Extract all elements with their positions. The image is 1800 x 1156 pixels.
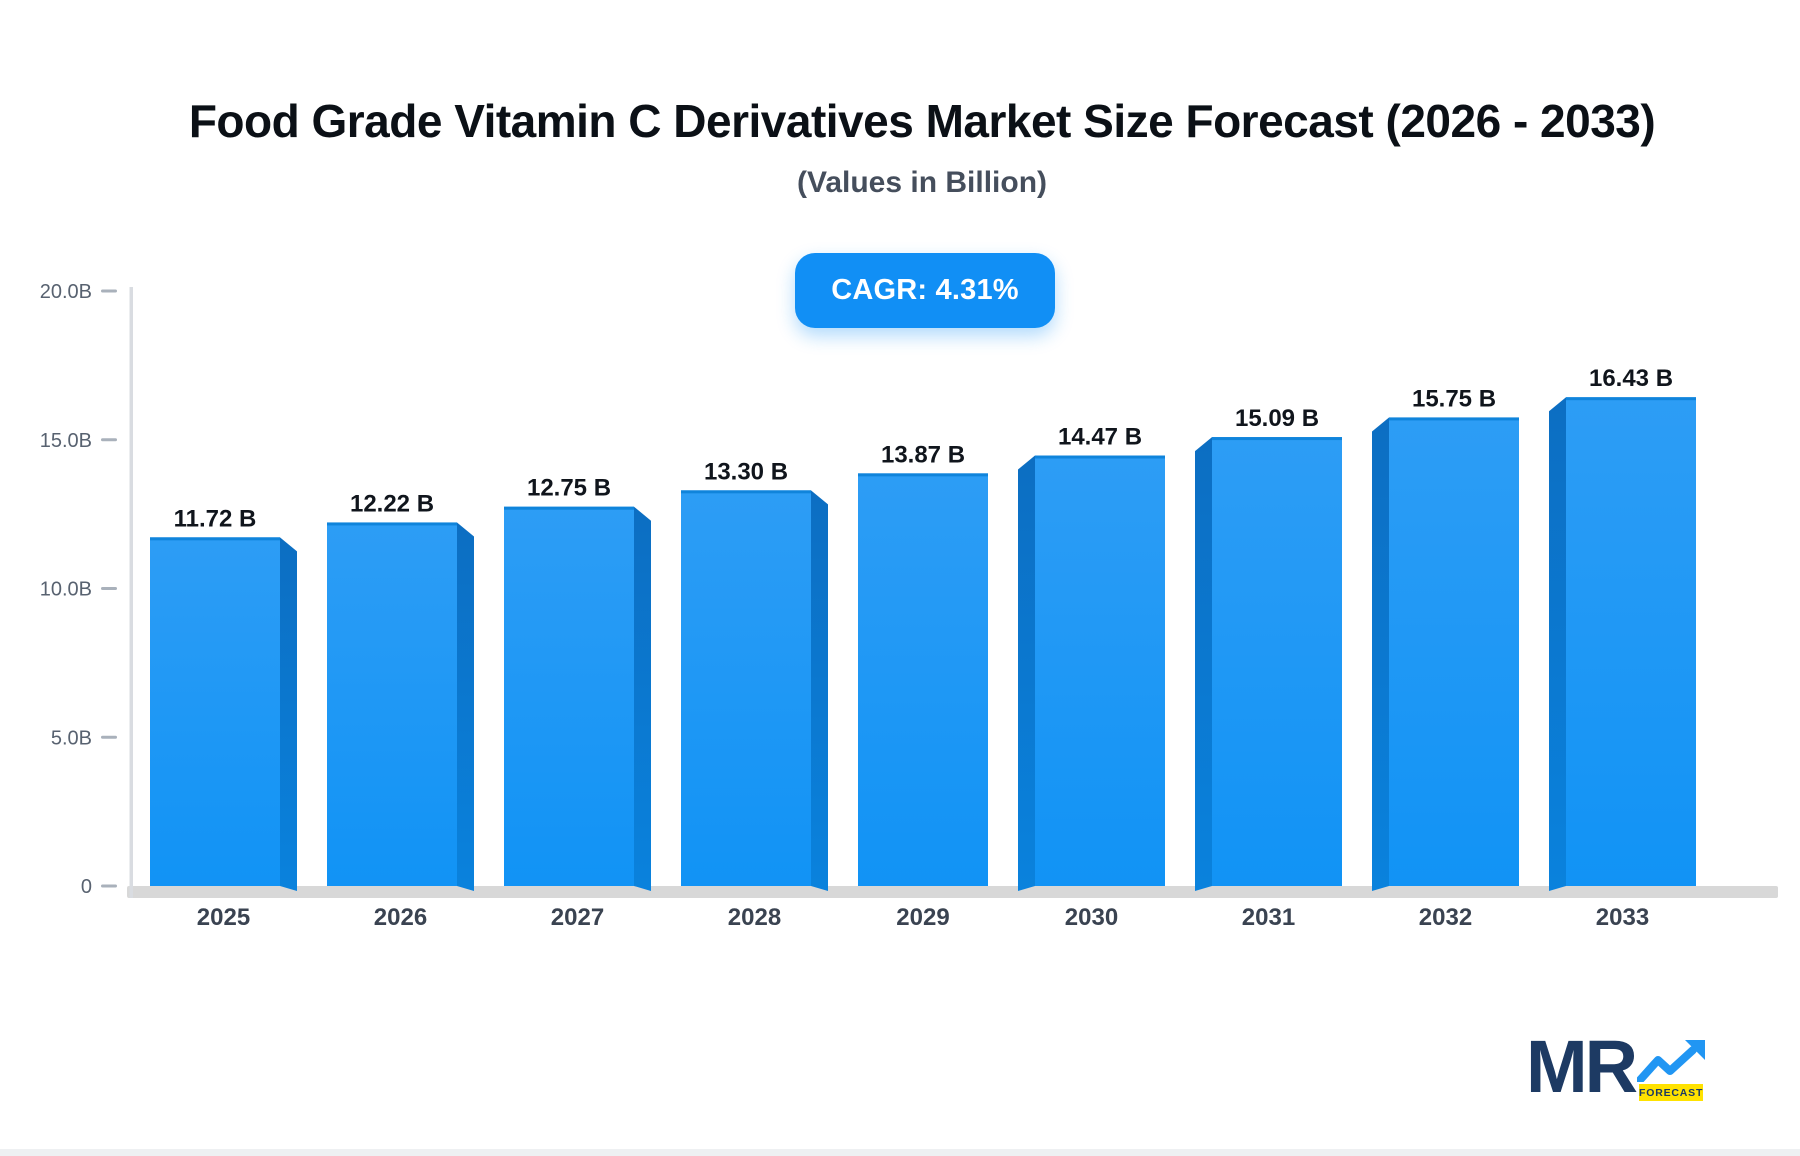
y-axis-line <box>129 287 133 898</box>
bar-top-edge-2025 <box>150 537 280 541</box>
y-tick-5.0B <box>101 735 117 739</box>
mrforecast-logo: MR FORECAST <box>1526 1025 1706 1108</box>
x-tick-label-2027: 2027 <box>551 904 604 931</box>
value-label-2033: 16.43 B <box>1589 365 1673 392</box>
bar-2025 <box>150 537 280 886</box>
chart-subtitle: (Values in Billion) <box>796 166 1048 199</box>
y-tick-label-10.0B: 10.0B <box>40 579 92 601</box>
y-tick-0 <box>101 884 117 888</box>
bar-top-edge-2030 <box>1035 455 1165 459</box>
x-tick-label-2028: 2028 <box>728 904 781 931</box>
y-tick-label-0: 0 <box>81 876 92 898</box>
y-tick-label-5.0B: 5.0B <box>51 727 92 749</box>
bar-top-edge-2031 <box>1212 437 1342 441</box>
bar-side-2032 <box>1372 417 1389 891</box>
y-tick-label-20.0B: 20.0B <box>40 281 92 303</box>
bar-2029 <box>858 473 988 886</box>
bar-side-2027 <box>634 506 651 891</box>
value-label-2029: 13.87 B <box>881 441 965 468</box>
bar-2027 <box>504 506 634 886</box>
x-tick-label-2030: 2030 <box>1065 904 1118 931</box>
bar-2028 <box>681 490 811 886</box>
cagr-badge: CAGR: 4.31% <box>795 253 1055 328</box>
y-tick-20.0B <box>101 289 117 293</box>
bar-top-edge-2026 <box>327 522 457 526</box>
bar-2033 <box>1566 397 1696 886</box>
logo-mr-text: MR <box>1526 1025 1638 1108</box>
bar-2030 <box>1035 455 1165 886</box>
bar-2031 <box>1212 437 1342 886</box>
logo-forecast-tagline: FORECAST <box>1639 1084 1704 1101</box>
bar-top-edge-2028 <box>681 490 811 494</box>
bar-side-2030 <box>1018 455 1035 891</box>
value-label-2028: 13.30 B <box>704 458 788 485</box>
cagr-badge-label: CAGR: 4.31% <box>831 274 1019 306</box>
x-tick-label-2025: 2025 <box>197 904 250 931</box>
bar-side-2028 <box>811 490 828 891</box>
bar-top-edge-2033 <box>1566 397 1696 401</box>
bar-2026 <box>327 522 457 886</box>
bar-side-2033 <box>1549 397 1566 891</box>
value-label-2025: 11.72 B <box>174 505 257 532</box>
x-tick-label-2026: 2026 <box>374 904 427 931</box>
chart-floor <box>127 886 1778 898</box>
bar-side-2025 <box>280 537 297 891</box>
y-tick-label-15.0B: 15.0B <box>40 430 92 452</box>
y-tick-15.0B <box>101 438 117 442</box>
x-tick-label-2029: 2029 <box>896 904 949 931</box>
value-label-2032: 15.75 B <box>1412 385 1496 412</box>
bar-2032 <box>1389 417 1519 886</box>
x-tick-label-2033: 2033 <box>1596 904 1649 931</box>
value-label-2031: 15.09 B <box>1235 405 1319 432</box>
value-label-2027: 12.75 B <box>527 475 611 502</box>
value-label-2026: 12.22 B <box>350 490 434 517</box>
bar-side-2026 <box>457 522 474 891</box>
bar-top-edge-2029 <box>858 473 988 477</box>
trend-arrow-icon <box>1637 1040 1706 1082</box>
bar-top-edge-2032 <box>1389 417 1519 421</box>
chart-title: Food Grade Vitamin C Derivatives Market … <box>188 95 1656 147</box>
bar-top-edge-2027 <box>504 506 634 510</box>
x-tick-label-2032: 2032 <box>1419 904 1472 931</box>
value-label-2030: 14.47 B <box>1058 424 1142 451</box>
bar-side-2031 <box>1195 437 1212 891</box>
footer-strip <box>0 1149 1800 1156</box>
y-tick-10.0B <box>101 587 117 590</box>
x-tick-label-2031: 2031 <box>1242 904 1295 931</box>
